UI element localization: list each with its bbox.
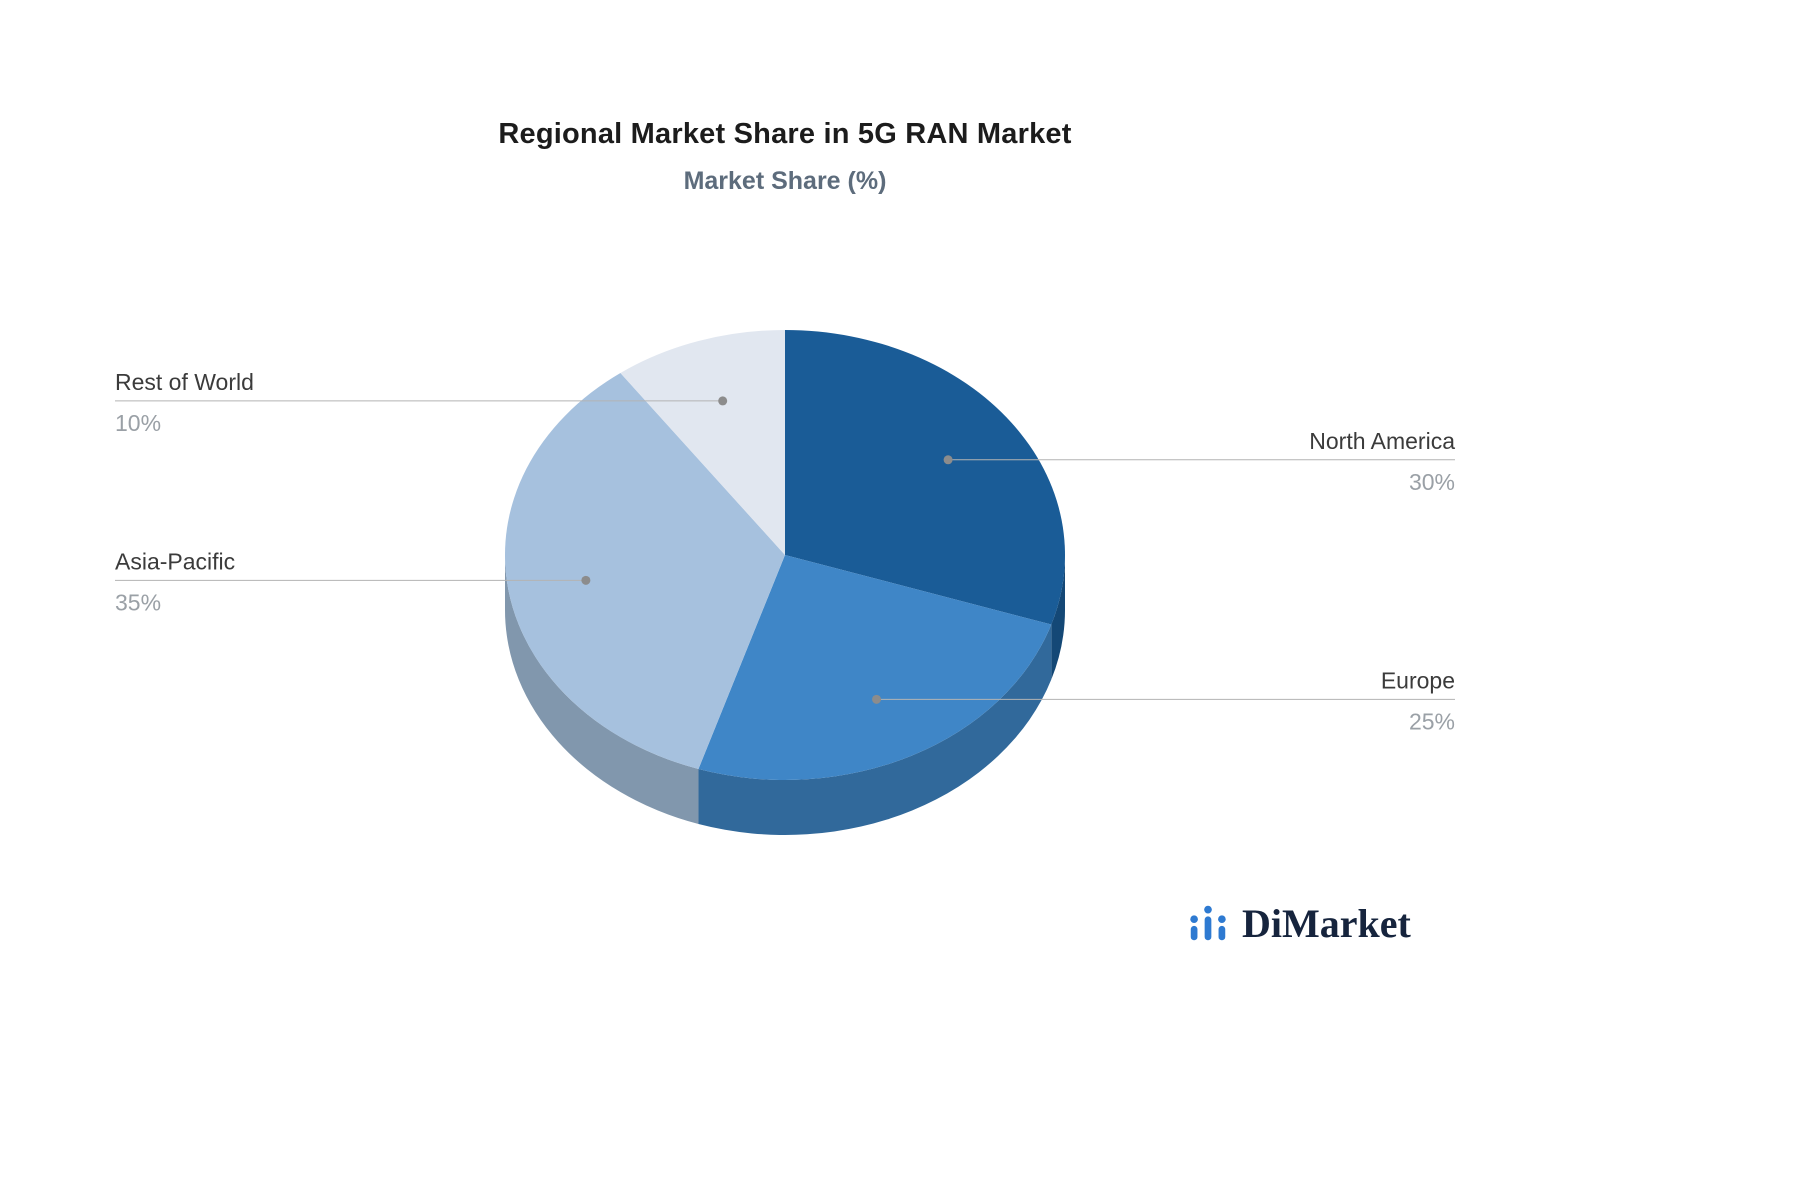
pie-slice-side: [698, 624, 1052, 835]
slice-value: 30%: [1409, 469, 1455, 495]
slice-label: Rest of World: [115, 369, 254, 395]
dimarket-logo: DiMarket: [1185, 901, 1411, 947]
leader-dot: [718, 396, 728, 406]
pie-slice-asia-pacific: [504, 372, 785, 769]
pie-slice-north-america: [785, 330, 1065, 625]
dimarket-logo-text: DiMarket: [1242, 901, 1411, 946]
leader-dot: [581, 575, 591, 585]
leader-dot: [872, 694, 882, 704]
slice-label: North America: [1309, 428, 1455, 454]
chart-title: Regional Market Share in 5G RAN Market: [498, 118, 1072, 150]
slice-label: Europe: [1381, 667, 1455, 693]
pie-slice-europe: [698, 555, 1052, 780]
pie-slice-rest-of-world: [620, 330, 785, 555]
pie-slice-side: [505, 555, 699, 824]
slice-value: 35%: [115, 589, 161, 615]
leader-dot: [943, 455, 953, 465]
slice-value: 10%: [115, 410, 161, 436]
bar-chart-logo-icon: [1190, 905, 1226, 941]
pie-slice-side: [1051, 555, 1065, 680]
chart-subtitle: Market Share (%): [683, 167, 887, 195]
slice-label: Asia-Pacific: [115, 548, 235, 574]
slice-value: 25%: [1409, 708, 1455, 734]
